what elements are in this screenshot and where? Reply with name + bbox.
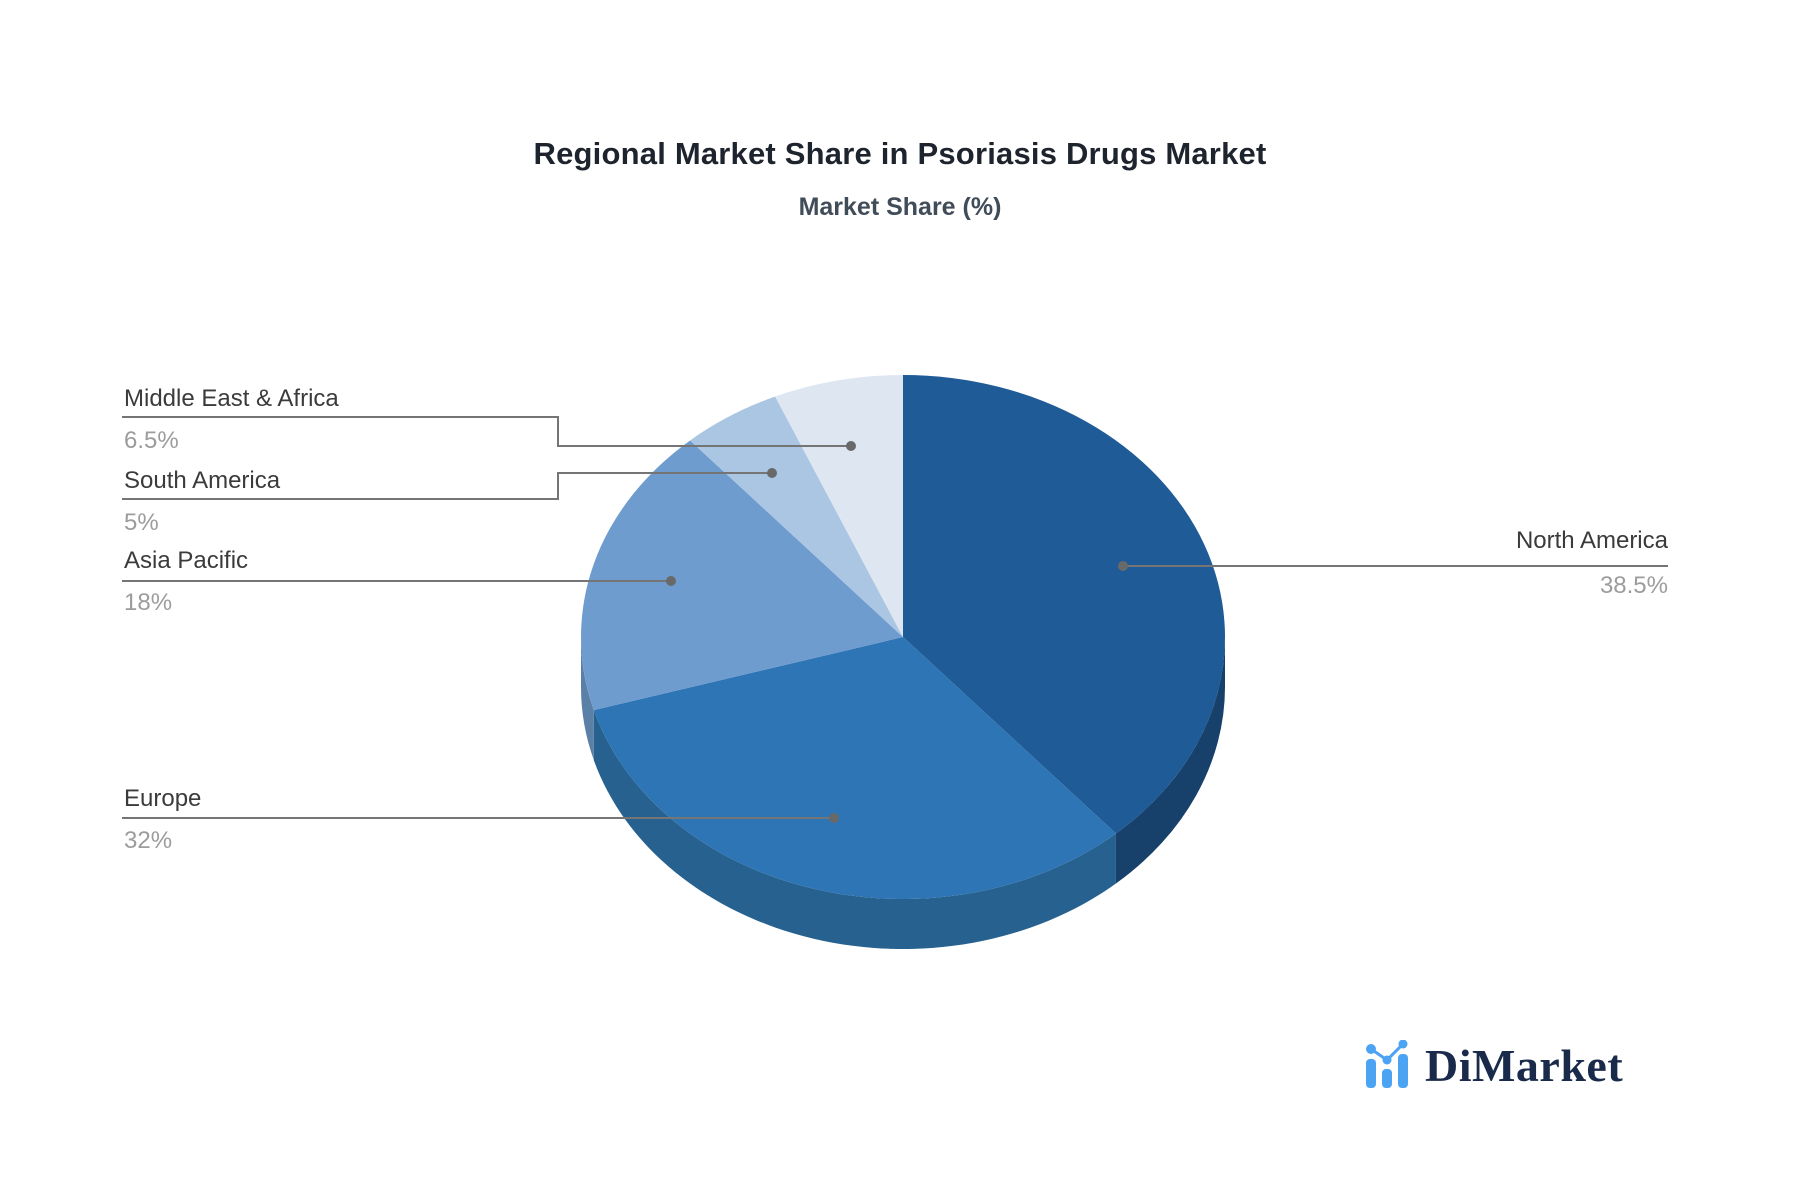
label-middle-east-africa: Middle East & Africa xyxy=(124,385,339,412)
label-europe: Europe xyxy=(124,785,202,812)
leader-line-south-america xyxy=(122,472,769,500)
callout-europe: Europe 32% xyxy=(124,785,201,855)
pie-slice-asia-pacific xyxy=(581,440,903,711)
value-europe: 32% xyxy=(124,827,173,854)
value-asia-pacific: 18% xyxy=(124,589,173,616)
chart-subtitle: Market Share (%) xyxy=(798,193,1002,221)
pie-slice-side-asia-pacific xyxy=(581,637,594,761)
callout-middle-east-africa: Middle East & Africa 6.5% xyxy=(124,385,339,455)
pie-slice-side-north-america xyxy=(1115,637,1225,884)
callout-asia-pacific: Asia Pacific 18% xyxy=(124,547,248,617)
pie-slice-north-america xyxy=(903,375,1225,834)
callout-north-america: North America 38.5% xyxy=(1516,527,1668,600)
value-north-america: 38.5% xyxy=(1599,572,1668,599)
chart-title: Regional Market Share in Psoriasis Drugs… xyxy=(533,136,1267,171)
leader-dot-asia-pacific xyxy=(666,576,676,586)
leader-dot-europe xyxy=(829,813,839,823)
logo: DiMarket xyxy=(1364,1040,1623,1090)
callout-south-america: South America 5% xyxy=(124,467,280,537)
leader-line-middle-east-africa xyxy=(122,416,848,447)
leader-dot-north-america xyxy=(1118,561,1128,571)
pie-slice-side-europe xyxy=(593,710,1116,949)
logo-text: DiMarket xyxy=(1425,1040,1624,1091)
bar-line-chart-icon xyxy=(1366,1040,1408,1088)
pie-slice-middle-east-africa xyxy=(775,375,903,637)
value-middle-east-africa: 6.5% xyxy=(124,427,179,454)
pie-slice-south-america xyxy=(690,396,903,637)
label-north-america: North America xyxy=(1515,527,1668,554)
value-south-america: 5% xyxy=(124,509,159,536)
leader-dot-south-america xyxy=(767,468,777,478)
pie-slice-europe xyxy=(593,637,1116,899)
leader-dot-middle-east-africa xyxy=(846,441,856,451)
label-asia-pacific: Asia Pacific xyxy=(124,547,249,574)
label-south-america: South America xyxy=(124,467,281,494)
